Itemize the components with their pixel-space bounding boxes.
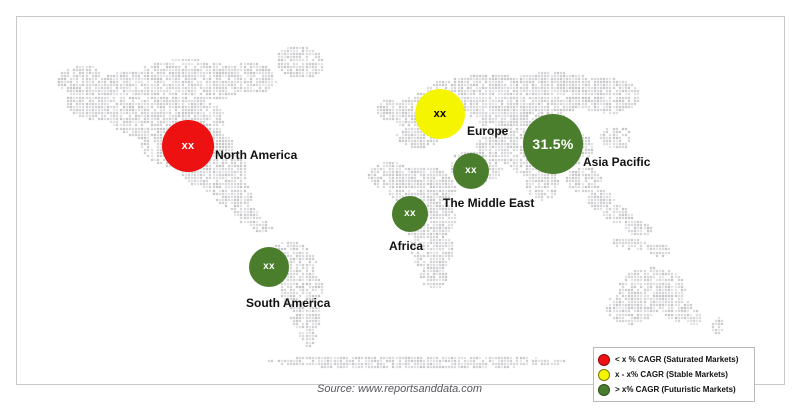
legend-swatch-green-icon	[598, 383, 610, 396]
legend-stable[interactable]: x - x% CAGR (Stable Markets)	[598, 367, 749, 382]
bubble-value-africa: xx	[404, 208, 416, 219]
bubble-value-north-america: xx	[181, 139, 195, 152]
bubble-value-south-america: xx	[263, 261, 275, 272]
region-label-south-america: South America	[246, 296, 331, 310]
bubble-the-middle-east[interactable]: xx	[453, 153, 489, 189]
region-label-asia-pacific: Asia Pacific	[583, 155, 651, 169]
bubble-value-asia-pacific: 31.5%	[532, 136, 574, 152]
bubble-value-europe: xx	[433, 107, 447, 120]
bubble-south-america[interactable]: xx	[249, 247, 289, 287]
bubble-north-america[interactable]: xx	[162, 120, 214, 172]
bubble-value-the-middle-east: xx	[465, 165, 477, 176]
bubble-europe[interactable]: xx	[415, 89, 465, 139]
legend-swatch-yellow-icon	[598, 368, 610, 381]
chart-legend: < x % CAGR (Saturated Markets) x - x% CAG…	[593, 347, 755, 402]
legend-label: < x % CAGR (Saturated Markets)	[615, 354, 739, 364]
bubble-africa[interactable]: xx	[392, 196, 428, 232]
legend-label: x - x% CAGR (Stable Markets)	[615, 369, 728, 379]
source-attribution: Source: www.reportsanddata.com	[317, 383, 483, 395]
region-label-north-america: North America	[215, 148, 298, 162]
legend-label: > x% CAGR (Futuristic Markets)	[615, 384, 736, 394]
region-label-the-middle-east: The Middle East	[443, 196, 535, 210]
legend-saturated[interactable]: < x % CAGR (Saturated Markets)	[598, 352, 749, 367]
legend-futuristic[interactable]: > x% CAGR (Futuristic Markets)	[598, 382, 749, 397]
legend-swatch-red-icon	[598, 353, 610, 366]
region-label-africa: Africa	[389, 239, 424, 253]
region-label-europe: Europe	[467, 124, 509, 138]
bubble-asia-pacific[interactable]: 31.5%	[523, 114, 583, 174]
chart-frame: xx North America xx Europe xx The Middle East…	[16, 16, 800, 417]
